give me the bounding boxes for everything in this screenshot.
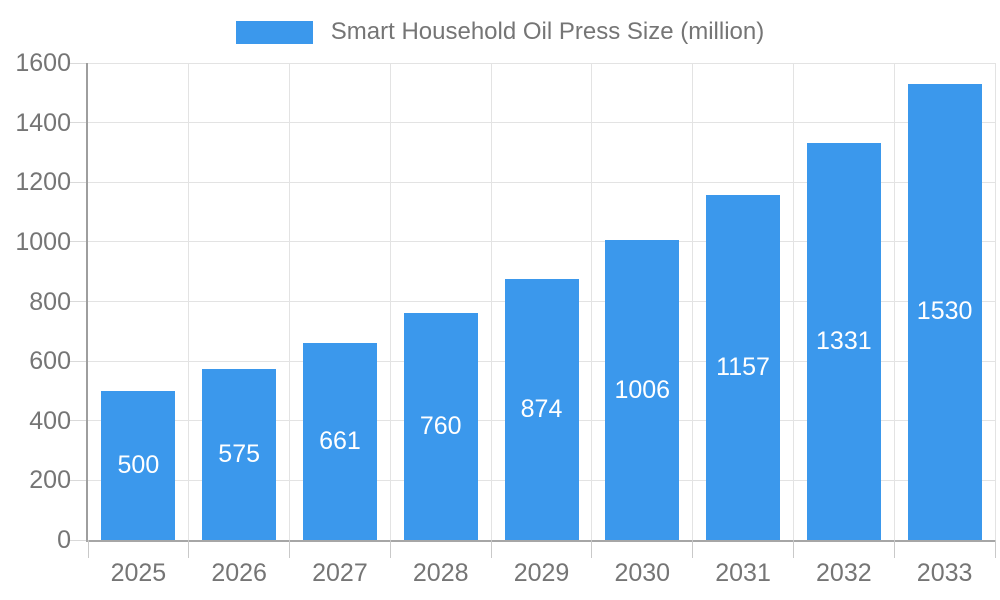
v-gridline	[994, 63, 996, 540]
bar-2030: 1006	[605, 240, 680, 540]
x-axis-tick	[289, 540, 291, 558]
y-axis-tick	[68, 360, 86, 362]
x-tick-label: 2027	[312, 559, 368, 587]
v-gridline	[389, 63, 391, 540]
bar-value-label: 575	[218, 439, 261, 468]
x-axis-tick	[994, 540, 996, 558]
v-gridline	[692, 63, 694, 540]
x-axis-tick	[591, 540, 593, 558]
x-tick-label: 2032	[816, 559, 872, 587]
bar-value-label: 1006	[614, 375, 671, 404]
x-tick-label: 2028	[412, 559, 469, 587]
y-axis-tick	[68, 181, 86, 183]
y-tick-label: 800	[29, 287, 71, 316]
x-tick-label: 2026	[211, 559, 267, 587]
x-tick-label: 2025	[110, 559, 167, 587]
x-tick-label: 2033	[916, 559, 973, 587]
bar-value-label: 760	[419, 412, 462, 441]
v-gridline	[591, 63, 593, 540]
y-axis-tick	[68, 539, 86, 541]
y-tick-label: 1600	[15, 49, 71, 77]
x-tick-label: 2031	[715, 559, 771, 587]
y-axis-tick	[68, 301, 86, 302]
bar-value-label: 661	[319, 426, 361, 455]
bar-2032: 1331	[806, 143, 881, 540]
bar-value-label: 874	[520, 395, 563, 424]
chart-title: Smart Household Oil Press Size (million)	[330, 18, 765, 45]
x-axis-tick	[792, 540, 794, 558]
y-axis-tick	[68, 122, 86, 124]
x-axis-tick	[490, 540, 492, 558]
y-tick-label: 1200	[15, 168, 71, 197]
bar-2026: 575	[202, 368, 277, 540]
x-tick-label: 2029	[513, 559, 570, 587]
x-axis-tick	[188, 540, 190, 558]
legend-swatch	[235, 20, 313, 44]
y-tick-label: 600	[29, 347, 71, 376]
x-axis-tick	[893, 540, 895, 558]
plot-area: 500 575 661 760 874 1006 1157 1331 1530	[68, 62, 996, 558]
x-axis-tick	[692, 540, 694, 558]
x-tick-label: 2030	[614, 559, 671, 587]
bar-2027: 661	[302, 342, 377, 540]
x-axis-tick	[87, 540, 89, 558]
h-gridline	[88, 122, 995, 124]
bar-value-label: 500	[117, 450, 160, 479]
y-axis-line	[86, 63, 88, 540]
v-gridline	[893, 63, 895, 540]
bar-2025: 500	[101, 390, 176, 540]
y-axis-tick	[68, 479, 86, 481]
h-gridline	[88, 181, 995, 183]
y-axis-tick	[68, 241, 86, 243]
bar-value-label: 1157	[716, 353, 770, 382]
bar-value-label: 1331	[816, 327, 872, 356]
y-tick-label: 0	[57, 526, 71, 554]
x-axis-tick	[389, 540, 391, 558]
y-tick-label: 1400	[15, 108, 71, 137]
bar-value-label: 1530	[916, 297, 973, 326]
y-axis-tick	[68, 62, 86, 64]
v-gridline	[490, 63, 492, 540]
v-gridline	[792, 63, 794, 540]
v-gridline	[188, 63, 190, 540]
y-tick-label: 200	[29, 466, 71, 495]
h-gridline	[88, 62, 995, 64]
y-tick-label: 400	[29, 406, 71, 435]
y-tick-label: 1000	[15, 227, 71, 256]
bar-2031: 1157	[706, 195, 781, 540]
y-axis-tick	[68, 420, 86, 422]
v-gridline	[289, 63, 291, 540]
legend: Smart Household Oil Press Size (million)	[0, 18, 1000, 46]
h-gridline	[88, 241, 995, 243]
bar-2028: 760	[403, 313, 478, 540]
x-axis-line	[86, 540, 995, 542]
bar-2029: 874	[504, 279, 579, 540]
bar-2033: 1530	[907, 83, 982, 540]
